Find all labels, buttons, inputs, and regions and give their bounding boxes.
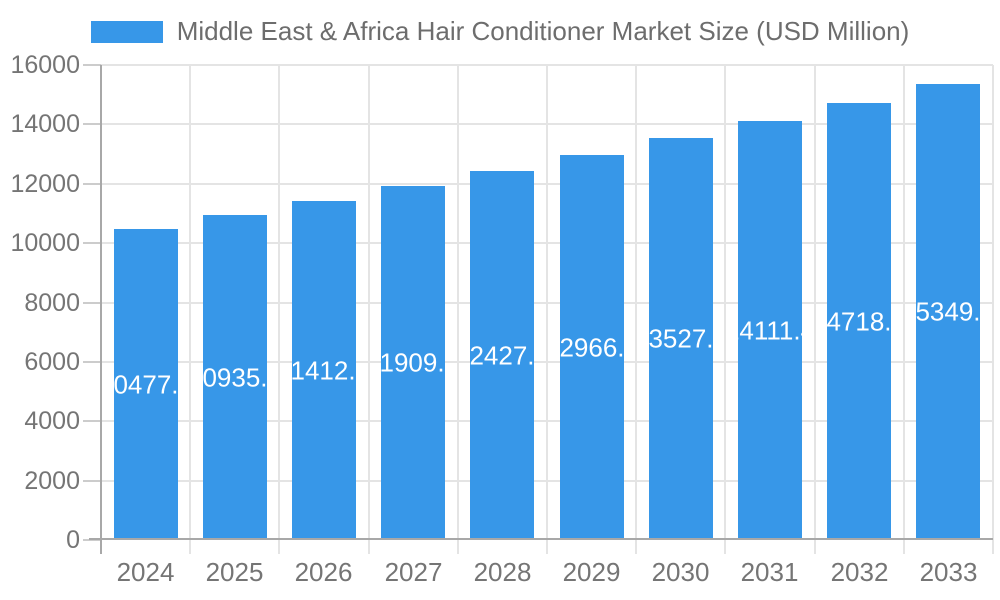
x-axis-label: 2026 — [294, 557, 353, 587]
bar-2025[interactable]: 10935.4 — [203, 215, 267, 540]
bar-value-label: 14111.4 — [738, 315, 802, 345]
x-tick-mark — [635, 540, 637, 554]
bar-value-label: 13527.8 — [649, 323, 713, 354]
bar-value-label: 14718.5 — [827, 306, 891, 336]
legend-label: Middle East & Africa Hair Conditioner Ma… — [176, 16, 910, 46]
bar-2033[interactable]: 15349.7 — [916, 84, 980, 540]
bar-value-label: 11412.7 — [292, 355, 356, 385]
gridline-vertical — [368, 65, 370, 540]
y-tick-mark — [83, 183, 101, 185]
y-axis-label: 4000 — [24, 407, 80, 435]
y-axis-label: 14000 — [10, 110, 80, 138]
y-tick-mark — [83, 480, 101, 482]
x-tick-mark — [546, 540, 548, 554]
x-axis-label: 2033 — [919, 557, 978, 587]
x-tick-mark — [992, 540, 994, 554]
x-axis-label: 2031 — [740, 557, 799, 587]
gridline-vertical — [457, 65, 459, 540]
x-tick-mark — [814, 540, 816, 554]
bar-2027[interactable]: 11909.9 — [381, 186, 445, 540]
y-tick-mark — [83, 64, 101, 66]
y-axis-label: 10000 — [10, 229, 80, 257]
x-tick-mark — [903, 540, 905, 554]
x-axis-label: 2028 — [473, 557, 532, 587]
bar-2024[interactable]: 10477.3 — [114, 229, 178, 540]
x-tick-mark — [368, 540, 370, 554]
legend-item[interactable]: Middle East & Africa Hair Conditioner Ma… — [90, 16, 910, 47]
y-axis-label: 6000 — [24, 348, 80, 376]
bar-value-label: 10935.4 — [203, 362, 267, 392]
y-axis-label: 2000 — [24, 467, 80, 495]
x-axis-line — [89, 538, 993, 540]
bar-value-label: 12966.9 — [560, 332, 624, 362]
gridline-vertical — [635, 65, 637, 540]
y-axis-label: 16000 — [10, 51, 80, 79]
x-tick-mark — [457, 540, 459, 554]
x-axis-label: 2029 — [562, 557, 621, 587]
gridline-vertical — [814, 65, 816, 540]
bar-value-label: 10477.3 — [114, 369, 178, 399]
legend-swatch-icon — [90, 20, 163, 43]
x-axis-label: 2027 — [384, 557, 443, 587]
bar-value-label: 11909.9 — [381, 347, 445, 378]
bar-2031[interactable]: 14111.4 — [738, 121, 802, 540]
bar-2030[interactable]: 13527.8 — [649, 138, 713, 540]
x-tick-mark — [189, 540, 191, 554]
bar-2028[interactable]: 12427.6 — [470, 171, 534, 540]
gridline-vertical — [903, 65, 905, 540]
gridline-horizontal — [101, 64, 993, 66]
gridline-vertical — [724, 65, 726, 540]
gridline-vertical — [546, 65, 548, 540]
x-tick-mark — [724, 540, 726, 554]
legend: Middle East & Africa Hair Conditioner Ma… — [0, 16, 1000, 47]
y-tick-mark — [83, 242, 101, 244]
y-axis-label: 0 — [66, 526, 80, 554]
gridline-vertical — [278, 65, 280, 540]
y-axis-line — [100, 65, 102, 554]
bar-2029[interactable]: 12966.9 — [560, 155, 624, 540]
x-axis-label: 2032 — [830, 557, 889, 587]
bar-value-label: 12427.6 — [470, 340, 534, 370]
plot-area: 10477.3 10935.4 11412.7 11909.9 12427.6 12966… — [101, 64, 994, 540]
bar-2032[interactable]: 14718.5 — [827, 103, 891, 540]
x-axis-label: 2025 — [205, 557, 264, 587]
bar-2026[interactable]: 11412.7 — [292, 201, 356, 540]
gridline-vertical — [992, 65, 994, 540]
y-tick-mark — [83, 361, 101, 363]
x-axis-label: 2024 — [116, 557, 175, 587]
gridline-vertical — [189, 65, 191, 540]
y-axis-label: 12000 — [10, 170, 80, 198]
y-tick-mark — [83, 302, 101, 304]
y-tick-mark — [83, 420, 101, 422]
x-tick-mark — [278, 540, 280, 554]
y-tick-mark — [83, 123, 101, 125]
x-axis-label: 2030 — [651, 557, 710, 587]
y-tick-mark — [83, 539, 101, 541]
y-axis-label: 8000 — [24, 289, 80, 317]
bar-value-label: 15349.7 — [916, 296, 980, 327]
